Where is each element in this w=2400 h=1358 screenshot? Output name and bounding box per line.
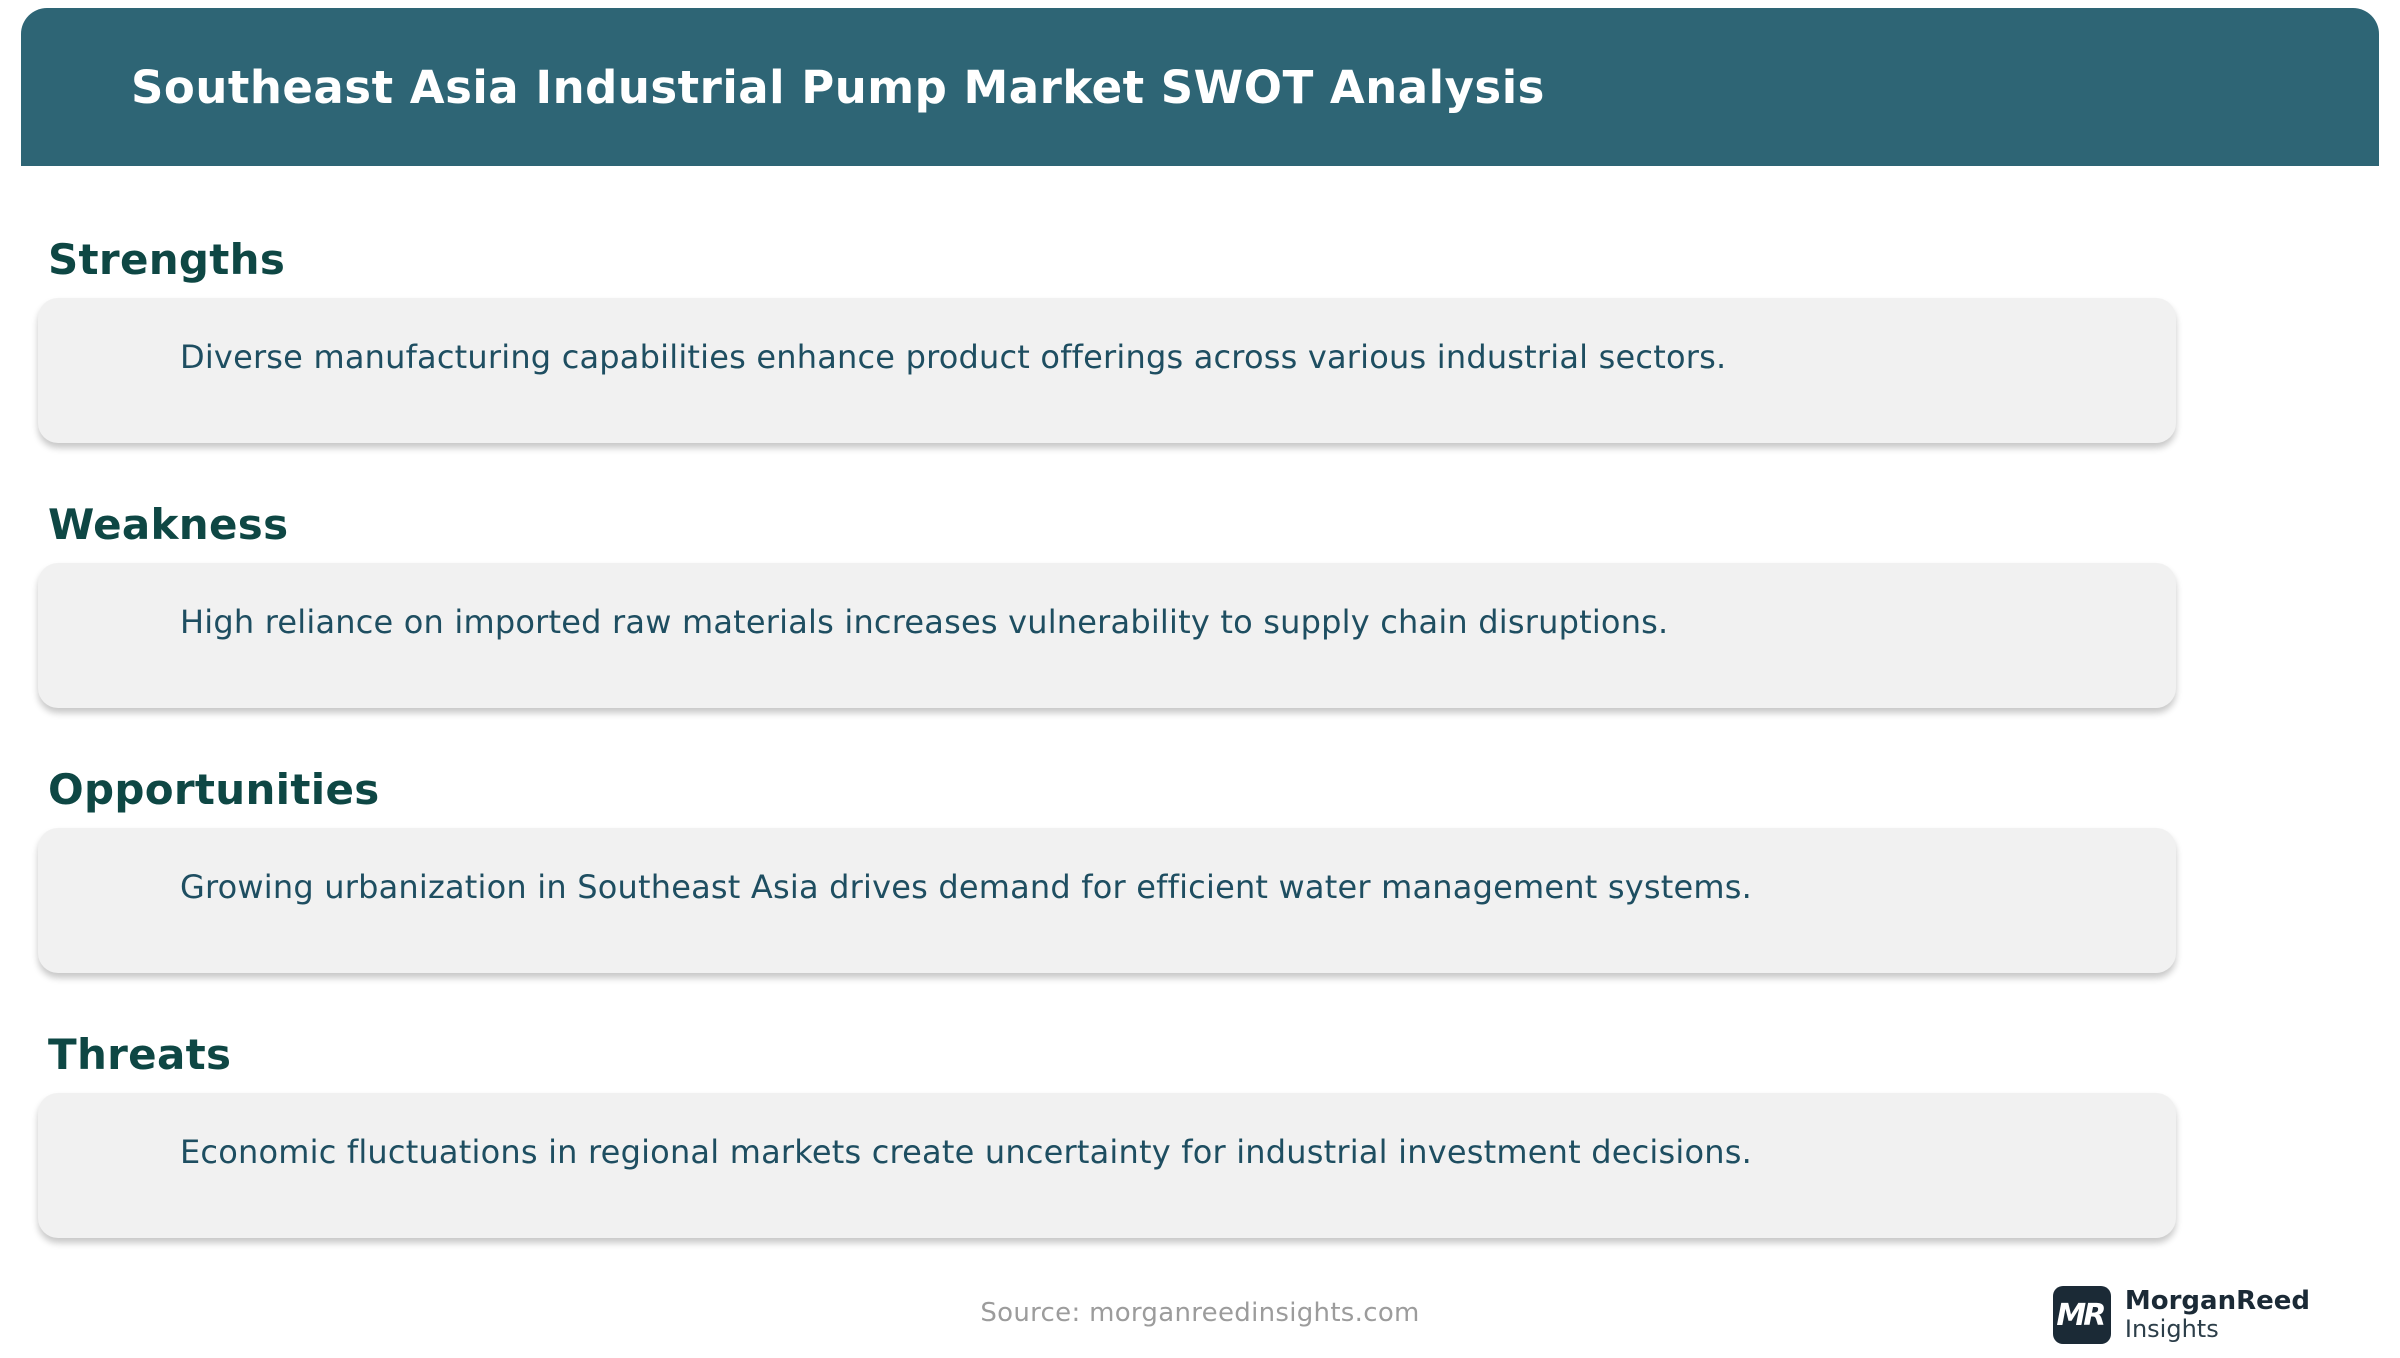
weakness-heading: Weakness — [48, 500, 289, 549]
logo-brand-name: MorganReed — [2124, 1286, 2310, 1316]
threats-text: Economic fluctuations in regional market… — [180, 1133, 1752, 1171]
brand-logo: MR MorganReed Insights — [2052, 1286, 2310, 1344]
section-opportunities: Opportunities Growing urbanization in So… — [38, 764, 2176, 973]
threats-card: Economic fluctuations in regional market… — [38, 1093, 2176, 1238]
strengths-text: Diverse manufacturing capabilities enhan… — [180, 338, 1727, 376]
strengths-card: Diverse manufacturing capabilities enhan… — [38, 298, 2176, 443]
logo-text: MorganReed Insights — [2124, 1286, 2310, 1344]
logo-monogram-icon: MR — [2052, 1286, 2111, 1344]
section-threats: Threats Economic fluctuations in regiona… — [38, 1029, 2176, 1238]
logo-tagline: Insights — [2124, 1315, 2219, 1344]
weakness-card: High reliance on imported raw materials … — [38, 563, 2176, 708]
weakness-text: High reliance on imported raw materials … — [180, 603, 1669, 641]
page-title: Southeast Asia Industrial Pump Market SW… — [131, 60, 1545, 114]
swot-content: Strengths Diverse manufacturing capabili… — [38, 234, 2176, 1238]
opportunities-text: Growing urbanization in Southeast Asia d… — [180, 868, 1752, 906]
header-bar: Southeast Asia Industrial Pump Market SW… — [21, 8, 2379, 166]
section-strengths: Strengths Diverse manufacturing capabili… — [38, 234, 2176, 443]
threats-heading: Threats — [48, 1030, 232, 1079]
strengths-heading: Strengths — [48, 235, 286, 284]
source-text: Source: morganreedinsights.com — [980, 1298, 1420, 1328]
opportunities-heading: Opportunities — [48, 765, 380, 814]
opportunities-card: Growing urbanization in Southeast Asia d… — [38, 828, 2176, 973]
section-weakness: Weakness High reliance on imported raw m… — [38, 499, 2176, 708]
footer: Source: morganreedinsights.com MR Morgan… — [0, 1276, 2400, 1348]
